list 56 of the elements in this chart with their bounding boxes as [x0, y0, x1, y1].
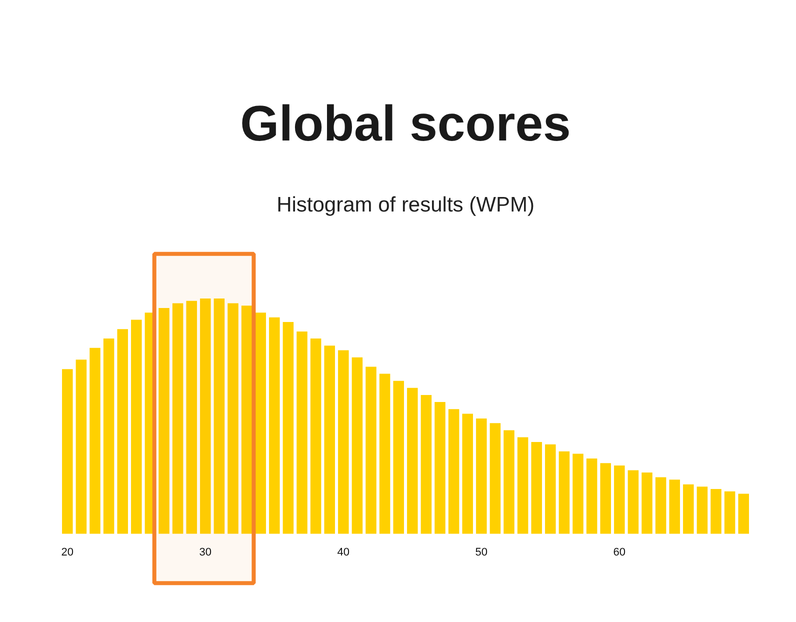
x-tick-label: 40 [337, 546, 350, 559]
x-tick-label: 60 [613, 546, 626, 559]
bar [338, 350, 349, 534]
bar [366, 366, 376, 534]
bar [628, 470, 639, 534]
bar [504, 430, 514, 534]
bar [476, 418, 487, 534]
bar [158, 308, 170, 534]
bar [696, 486, 708, 534]
bar [642, 472, 652, 534]
bar [172, 303, 184, 534]
bar [545, 444, 556, 534]
bar [241, 306, 252, 534]
bar [255, 312, 266, 534]
bar [117, 329, 128, 534]
bar [683, 484, 694, 534]
bar [407, 388, 418, 534]
bar [462, 414, 473, 534]
bar [572, 454, 584, 534]
bar [214, 298, 225, 534]
bar [448, 409, 460, 534]
bar [434, 402, 446, 534]
bar [131, 320, 142, 534]
bar [517, 437, 528, 534]
bar [228, 303, 238, 534]
bar [186, 300, 197, 534]
chart-title: Global scores [240, 96, 571, 152]
bar [269, 317, 280, 534]
bar [62, 369, 73, 534]
x-tick-label: 30 [199, 546, 212, 559]
bar [310, 338, 322, 534]
x-tick-label: 20 [61, 546, 74, 559]
bar [420, 394, 432, 534]
bar [531, 442, 542, 534]
bar [724, 491, 736, 534]
bar [103, 338, 114, 534]
bar [393, 380, 404, 534]
bar [738, 494, 749, 534]
bar [200, 298, 211, 534]
bar [282, 322, 294, 534]
bar [352, 357, 363, 534]
bar [669, 480, 680, 534]
bar [324, 346, 335, 534]
bar [296, 331, 308, 534]
bar [710, 489, 722, 534]
bar [379, 374, 390, 534]
bar [90, 348, 100, 534]
bar [76, 360, 87, 534]
bar [600, 463, 611, 534]
bar [614, 466, 625, 534]
bar [586, 458, 598, 534]
bar [490, 423, 501, 534]
bar [558, 451, 570, 534]
chart-subtitle: Histogram of results (WPM) [276, 194, 534, 216]
x-tick-label: 50 [475, 546, 488, 559]
bar [655, 477, 666, 534]
